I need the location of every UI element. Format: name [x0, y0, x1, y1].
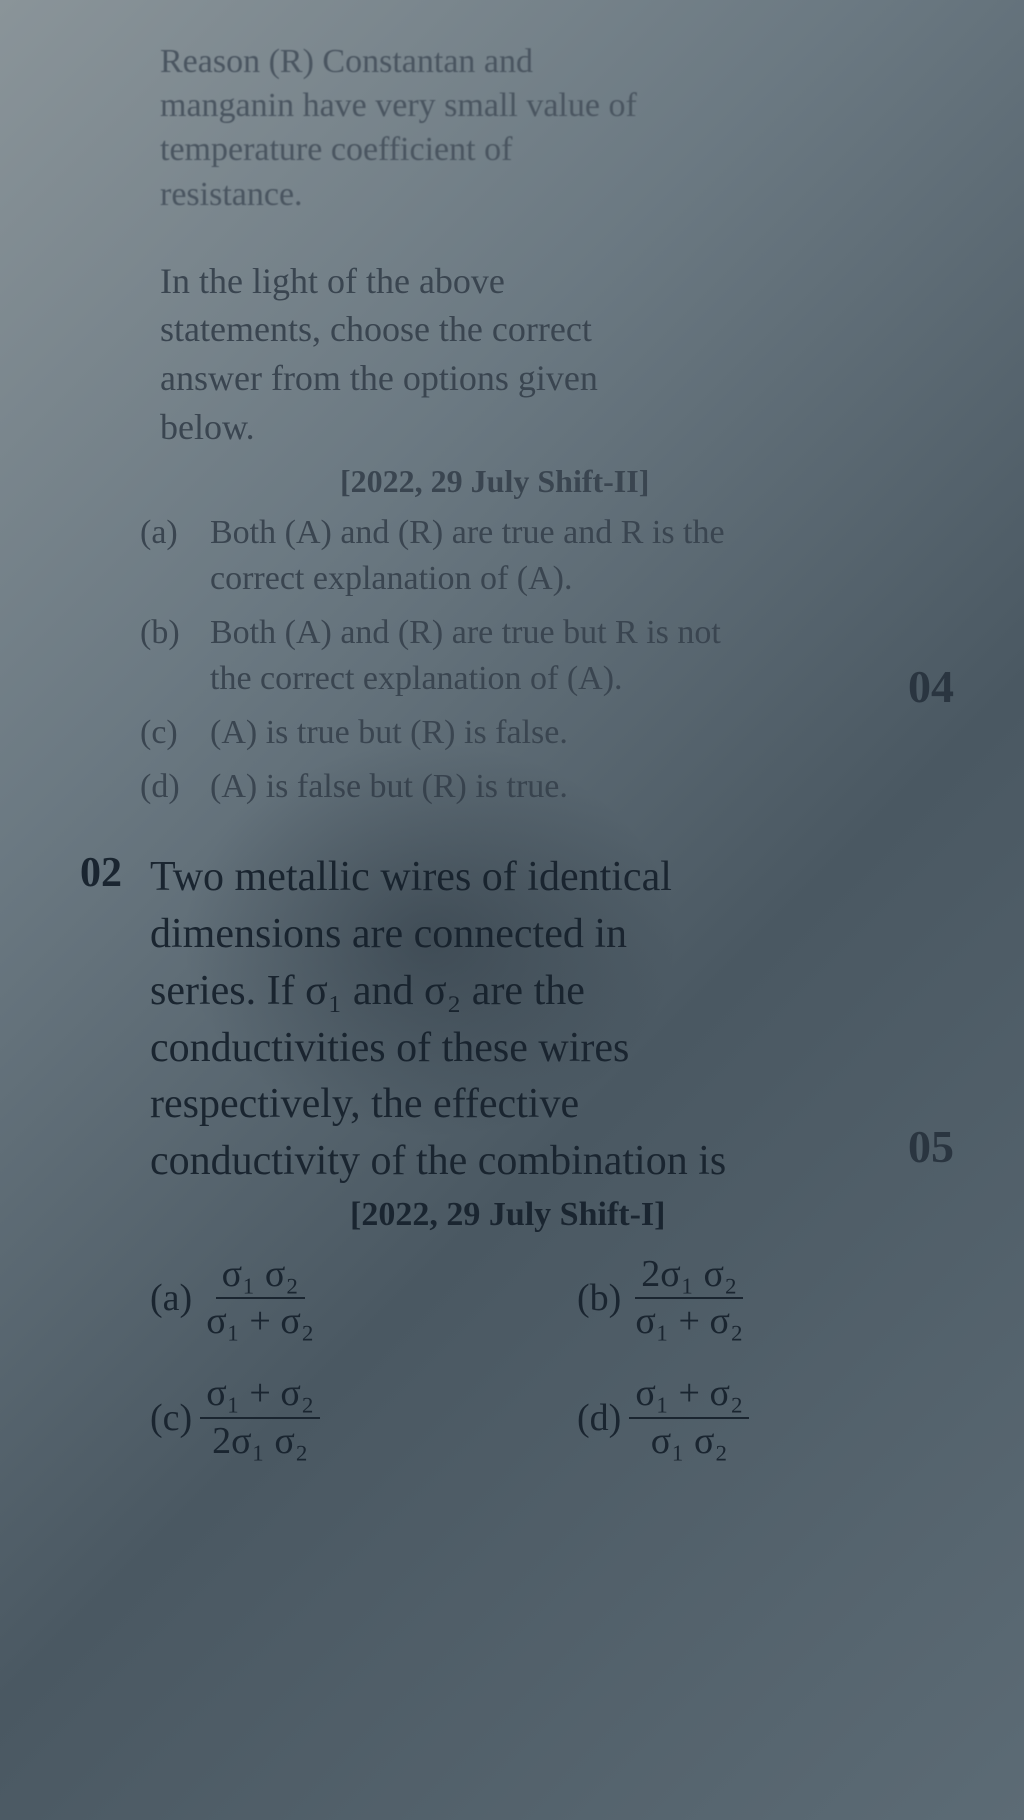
q1-stem-l2: statements, choose the correct — [160, 309, 592, 349]
q1-opt-a-text: Both (A) and (R) are true and R is the c… — [210, 510, 964, 602]
page-content: Reason (R) Constantan and manganin have … — [80, 40, 964, 1463]
q2-stem-l5: respectively, the effective — [150, 1081, 579, 1127]
q1-reason-label: Reason (R) — [160, 43, 314, 80]
q2-opt-a: (a) σ₁ σ₂ σ₁ + σ₂ — [150, 1254, 537, 1344]
q1-reason-l2: manganin have very small value of — [160, 87, 637, 124]
q2-stem-l6: conductivity of the combination is — [150, 1138, 726, 1184]
q2-options: (a) σ₁ σ₂ σ₁ + σ₂ (b) 2σ₁ σ₂ σ₁ + σ₂ (c) — [150, 1254, 964, 1463]
side-number-05: 05 — [908, 1120, 954, 1173]
side-number-04: 04 — [908, 660, 954, 713]
q1-opt-b-l1: Both (A) and (R) are true but R is not — [210, 614, 721, 651]
q1-stem-block: In the light of the above statements, ch… — [160, 257, 964, 451]
q1-opt-d: (d) (A) is false but (R) is true. — [140, 764, 964, 810]
q1-reason-l4: resistance. — [160, 176, 303, 213]
q2-opt-c-den: 2σ₁ σ₂ — [206, 1419, 314, 1463]
q2-opt-b-num: 2σ₁ σ₂ — [635, 1254, 743, 1300]
q2-opt-d: (d) σ₁ + σ₂ σ₁ σ₂ — [577, 1373, 964, 1463]
q2-opt-b: (b) 2σ₁ σ₂ σ₁ + σ₂ — [577, 1254, 964, 1344]
q1-stem-l3: answer from the options given — [160, 358, 598, 398]
q1-reason-block: Reason (R) Constantan and manganin have … — [160, 40, 964, 217]
q1-opt-c-text: (A) is true but (R) is false. — [210, 710, 964, 756]
q1-reason-l3: temperature coefficient of — [160, 131, 512, 168]
q2-opt-d-den: σ₁ σ₂ — [645, 1419, 734, 1463]
q2-body: Two metallic wires of identical dimensio… — [150, 849, 964, 1462]
q2-opt-a-num: σ₁ σ₂ — [216, 1254, 305, 1300]
q2-opt-c-num: σ₁ + σ₂ — [200, 1373, 320, 1419]
q2-stem-l3: series. If σ₁ and σ₂ are the — [150, 968, 585, 1014]
q2-opt-b-den: σ₁ + σ₂ — [629, 1299, 749, 1343]
q1-opt-b: (b) Both (A) and (R) are true but R is n… — [140, 610, 964, 702]
q1-options: (a) Both (A) and (R) are true and R is t… — [140, 510, 964, 809]
q1-opt-d-label: (d) — [140, 764, 210, 810]
q2-opt-b-frac: 2σ₁ σ₂ σ₁ + σ₂ — [629, 1254, 749, 1344]
q2-opt-a-frac: σ₁ σ₂ σ₁ + σ₂ — [200, 1254, 320, 1344]
q1-stem-l1: In the light of the above — [160, 261, 505, 301]
q2-opt-d-frac: σ₁ + σ₂ σ₁ σ₂ — [629, 1373, 749, 1463]
q1-opt-b-l2: the correct explanation of (A). — [210, 660, 623, 697]
q2-opt-d-label: (d) — [577, 1396, 621, 1440]
q1-opt-a-l1: Both (A) and (R) are true and R is the — [210, 514, 725, 551]
q1-opt-a: (a) Both (A) and (R) are true and R is t… — [140, 510, 964, 602]
q2-exam-tag: [2022, 29 July Shift-I] — [350, 1196, 964, 1234]
q2-stem-l1: Two metallic wires of identical — [150, 854, 672, 900]
q2-number: 02 — [80, 849, 150, 1462]
q2-stem-l2: dimensions are connected in — [150, 911, 627, 957]
q1-opt-d-text: (A) is false but (R) is true. — [210, 764, 964, 810]
q2-opt-c: (c) σ₁ + σ₂ 2σ₁ σ₂ — [150, 1373, 537, 1463]
q2-opt-c-frac: σ₁ + σ₂ 2σ₁ σ₂ — [200, 1373, 320, 1463]
q1-reason-l1: Constantan and — [322, 43, 533, 80]
q2-stem-l4: conductivities of these wires — [150, 1025, 629, 1071]
q1-opt-b-text: Both (A) and (R) are true but R is not t… — [210, 610, 964, 702]
q2-block: 02 Two metallic wires of identical dimen… — [80, 849, 964, 1462]
q1-stem-l4: below. — [160, 407, 255, 447]
q2-opt-a-den: σ₁ + σ₂ — [200, 1299, 320, 1343]
q1-opt-b-label: (b) — [140, 610, 210, 702]
q1-opt-a-label: (a) — [140, 510, 210, 602]
q2-opt-d-num: σ₁ + σ₂ — [629, 1373, 749, 1419]
q1-opt-c-label: (c) — [140, 710, 210, 756]
q2-opt-b-label: (b) — [577, 1276, 621, 1320]
q1-exam-tag: [2022, 29 July Shift-II] — [340, 463, 964, 500]
q2-opt-a-label: (a) — [150, 1276, 192, 1320]
q1-opt-a-l2: correct explanation of (A). — [210, 560, 573, 597]
q2-opt-c-label: (c) — [150, 1396, 192, 1440]
q2-stem: Two metallic wires of identical dimensio… — [150, 849, 964, 1189]
q1-opt-c: (c) (A) is true but (R) is false. — [140, 710, 964, 756]
